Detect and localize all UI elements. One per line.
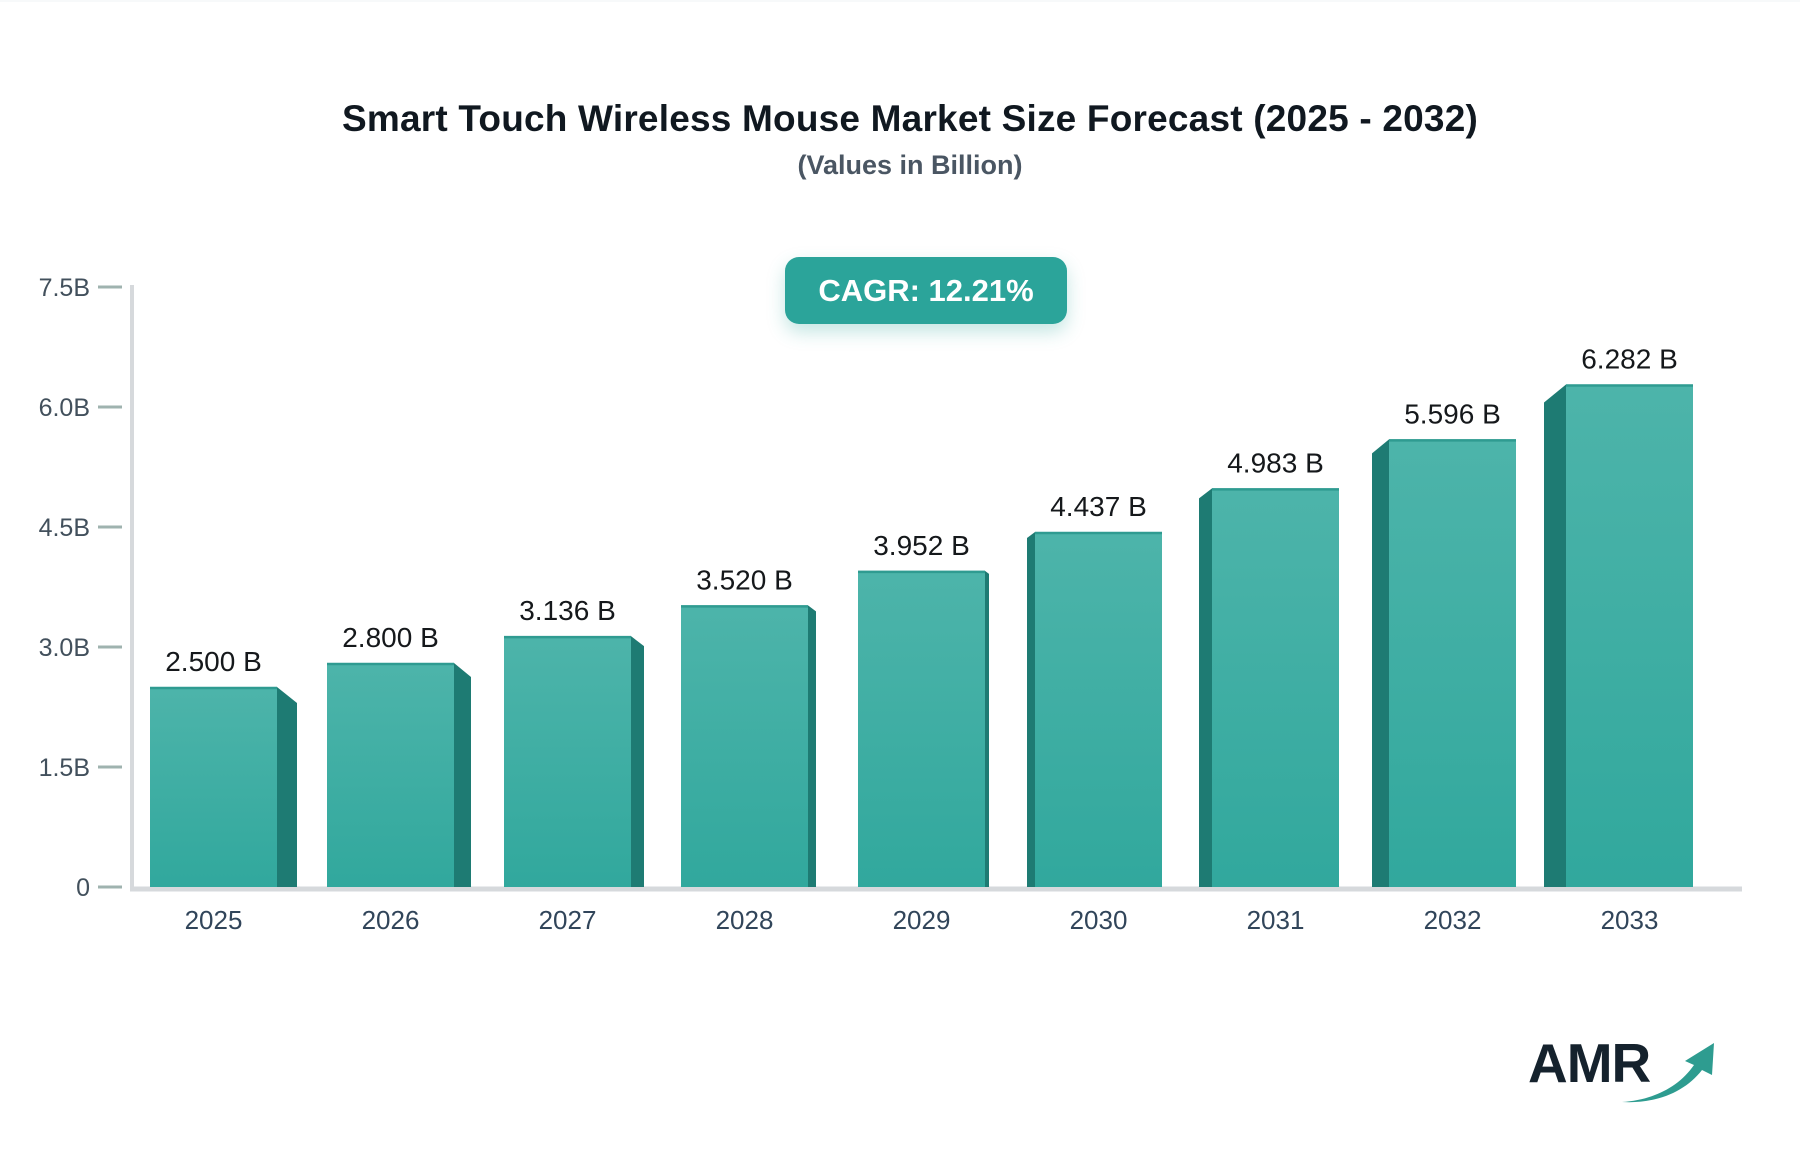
x-axis-year-label: 2026 [362, 905, 420, 935]
bar-value-label: 3.952 B [873, 530, 970, 561]
bar-side-face [1199, 488, 1212, 887]
bar-side-face [985, 570, 989, 887]
bar-value-label: 5.596 B [1404, 398, 1501, 429]
bar-value-label: 2.500 B [165, 646, 262, 677]
growth-arrow-icon [1622, 1043, 1714, 1103]
x-axis-year-label: 2028 [716, 905, 774, 935]
bar-value-label: 3.136 B [519, 595, 616, 626]
amr-logo: AMR [1528, 1036, 1728, 1116]
cagr-badge: CAGR: 12.21% [785, 257, 1067, 324]
y-tick-label: 3.0B [39, 634, 90, 662]
bar [150, 687, 277, 887]
y-tick-label: 7.5B [39, 274, 90, 302]
bar [504, 636, 631, 887]
bar-side-face [454, 663, 471, 887]
bar-side-face [1027, 532, 1035, 887]
y-tick-label: 6.0B [39, 394, 90, 422]
bar [858, 570, 985, 887]
x-axis-year-label: 2033 [1601, 905, 1659, 935]
x-axis-year-label: 2029 [893, 905, 951, 935]
chart-subtitle: (Values in Billion) [797, 150, 1023, 180]
bar [1212, 488, 1339, 887]
bar-value-label: 2.800 B [342, 622, 439, 653]
bar-side-face [808, 605, 816, 887]
bar-side-face [631, 636, 644, 887]
bar-value-label: 6.282 B [1581, 343, 1678, 374]
bar-side-face [277, 687, 297, 887]
bar [681, 605, 808, 887]
x-axis-year-label: 2030 [1070, 905, 1128, 935]
amr-logo-text: AMR [1528, 1032, 1651, 1094]
chart-title: Smart Touch Wireless Mouse Market Size F… [341, 98, 1478, 139]
y-tick-label: 0 [76, 874, 90, 902]
bar-side-face [1372, 439, 1389, 887]
bar-value-label: 3.520 B [696, 564, 793, 595]
x-axis-year-label: 2032 [1424, 905, 1482, 935]
bar-side-face [1544, 384, 1566, 887]
bar-value-label: 4.983 B [1227, 447, 1324, 478]
bar [1035, 532, 1162, 887]
bar [1566, 384, 1693, 887]
x-axis-year-label: 2031 [1247, 905, 1305, 935]
y-tick-label: 4.5B [39, 514, 90, 542]
bar [327, 663, 454, 887]
y-tick-label: 1.5B [39, 754, 90, 782]
x-axis-year-label: 2025 [185, 905, 243, 935]
bar [1389, 439, 1516, 887]
x-axis-year-label: 2027 [539, 905, 597, 935]
bar-value-label: 4.437 B [1050, 491, 1147, 522]
